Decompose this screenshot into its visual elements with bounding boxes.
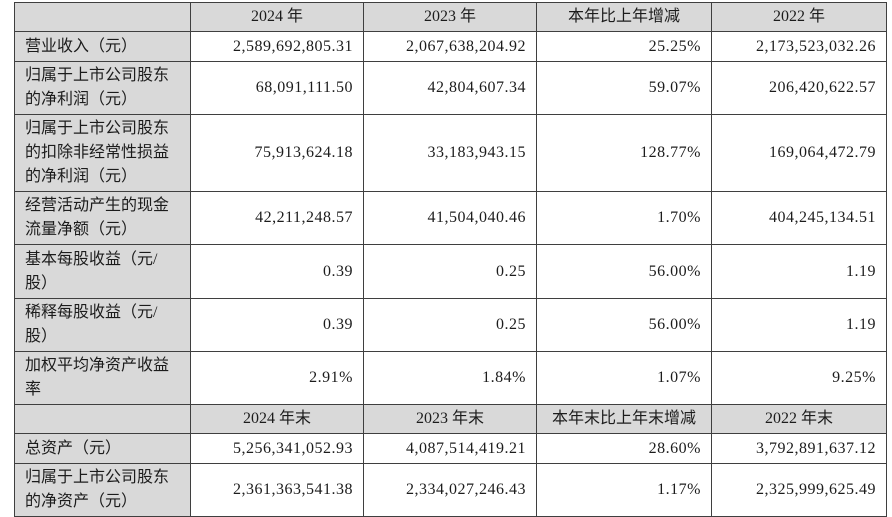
row-label-cell: 经营活动产生的现金流量净额（元）	[14, 191, 191, 245]
header-cell-2022-end: 2022 年末	[711, 404, 887, 434]
value-cell-2022: 9.25%	[711, 351, 887, 405]
header-cell-yoy-change: 本年比上年增减	[536, 2, 712, 32]
table-row-net-profit-excl-nonrecurring: 归属于上市公司股东的扣除非经常性损益的净利润（元） 75,913,624.18 …	[14, 114, 887, 192]
financial-summary: 2024 年 2023 年 本年比上年增减 2022 年 营业收入（元） 2,5…	[14, 2, 887, 517]
value-cell-2022: 2,325,999,625.49	[711, 463, 887, 517]
value-cell-yoy: 1.70%	[536, 191, 712, 245]
header-cell-empty	[14, 404, 191, 434]
value-cell-2023: 2,334,027,246.43	[363, 463, 537, 517]
row-label-cell: 稀释每股收益（元/股）	[14, 298, 191, 352]
value-cell-2023: 42,804,607.34	[363, 61, 537, 115]
value-cell-yoy: 1.17%	[536, 463, 712, 517]
header-cell-2024-end: 2024 年末	[190, 404, 364, 434]
value-cell-2023: 1.84%	[363, 351, 537, 405]
header-row-year-end: 2024 年末 2023 年末 本年末比上年末增减 2022 年末	[14, 404, 887, 434]
row-label-cell: 基本每股收益（元/股）	[14, 244, 191, 299]
header-cell-yoy-end-change: 本年末比上年末增减	[536, 404, 712, 434]
value-cell-yoy: 59.07%	[536, 61, 712, 115]
value-cell-2024: 0.39	[190, 298, 364, 352]
table-row-net-profit: 归属于上市公司股东的净利润（元） 68,091,111.50 42,804,60…	[14, 61, 887, 115]
header-row-annual: 2024 年 2023 年 本年比上年增减 2022 年	[14, 2, 887, 32]
table-row-net-assets: 归属于上市公司股东的净资产（元） 2,361,363,541.38 2,334,…	[14, 463, 887, 517]
value-cell-2022: 3,792,891,637.12	[711, 433, 887, 464]
row-label-cell: 归属于上市公司股东的净利润（元）	[14, 61, 191, 115]
value-cell-2024: 68,091,111.50	[190, 61, 364, 115]
table-row-basic-eps: 基本每股收益（元/股） 0.39 0.25 56.00% 1.19	[14, 244, 887, 299]
value-cell-2024: 5,256,341,052.93	[190, 433, 364, 464]
table-row-diluted-eps: 稀释每股收益（元/股） 0.39 0.25 56.00% 1.19	[14, 298, 887, 352]
value-cell-yoy: 56.00%	[536, 298, 712, 352]
financial-summary-table: 2024 年 2023 年 本年比上年增减 2022 年 营业收入（元） 2,5…	[14, 2, 887, 517]
value-cell-2023: 2,067,638,204.92	[363, 31, 537, 62]
value-cell-2022: 1.19	[711, 244, 887, 299]
value-cell-2024: 2,361,363,541.38	[190, 463, 364, 517]
value-cell-2023: 4,087,514,419.21	[363, 433, 537, 464]
table-row-operating-cash-flow: 经营活动产生的现金流量净额（元） 42,211,248.57 41,504,04…	[14, 191, 887, 245]
value-cell-2022: 169,064,472.79	[711, 114, 887, 192]
value-cell-2024: 75,913,624.18	[190, 114, 364, 192]
value-cell-2022: 2,173,523,032.26	[711, 31, 887, 62]
header-cell-2024: 2024 年	[190, 2, 364, 32]
value-cell-2023: 0.25	[363, 298, 537, 352]
value-cell-yoy: 25.25%	[536, 31, 712, 62]
table-row-revenue: 营业收入（元） 2,589,692,805.31 2,067,638,204.9…	[14, 31, 887, 62]
value-cell-2022: 404,245,134.51	[711, 191, 887, 245]
table-row-total-assets: 总资产（元） 5,256,341,052.93 4,087,514,419.21…	[14, 433, 887, 464]
value-cell-2022: 1.19	[711, 298, 887, 352]
value-cell-yoy: 28.60%	[536, 433, 712, 464]
value-cell-2024: 0.39	[190, 244, 364, 299]
value-cell-2022: 206,420,622.57	[711, 61, 887, 115]
row-label-cell: 归属于上市公司股东的净资产（元）	[14, 463, 191, 517]
value-cell-2023: 33,183,943.15	[363, 114, 537, 192]
row-label-cell: 总资产（元）	[14, 433, 191, 464]
value-cell-2024: 2.91%	[190, 351, 364, 405]
row-label-cell: 加权平均净资产收益率	[14, 351, 191, 405]
value-cell-yoy: 128.77%	[536, 114, 712, 192]
value-cell-2024: 2,589,692,805.31	[190, 31, 364, 62]
header-cell-2023-end: 2023 年末	[363, 404, 537, 434]
value-cell-yoy: 1.07%	[536, 351, 712, 405]
value-cell-2023: 41,504,040.46	[363, 191, 537, 245]
table-row-weighted-avg-roe: 加权平均净资产收益率 2.91% 1.84% 1.07% 9.25%	[14, 351, 887, 405]
row-label-cell: 归属于上市公司股东的扣除非经常性损益的净利润（元）	[14, 114, 191, 192]
header-cell-empty	[14, 2, 191, 32]
header-cell-2022: 2022 年	[711, 2, 887, 32]
header-cell-2023: 2023 年	[363, 2, 537, 32]
value-cell-2023: 0.25	[363, 244, 537, 299]
value-cell-yoy: 56.00%	[536, 244, 712, 299]
value-cell-2024: 42,211,248.57	[190, 191, 364, 245]
row-label-cell: 营业收入（元）	[14, 31, 191, 62]
